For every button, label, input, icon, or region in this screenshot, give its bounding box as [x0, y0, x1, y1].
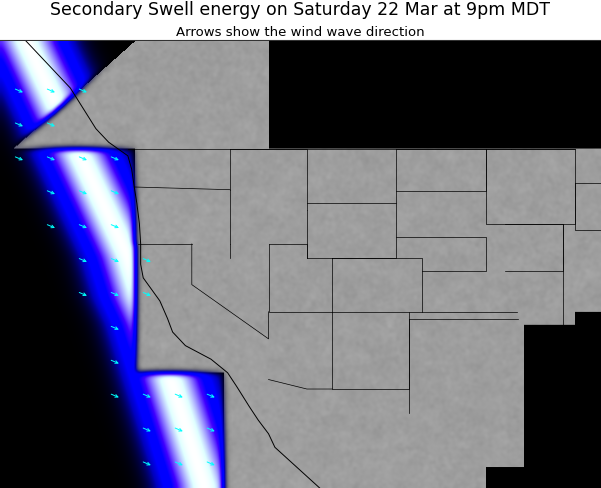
Text: Secondary Swell energy on Saturday 22 Mar at 9pm MDT: Secondary Swell energy on Saturday 22 Ma… [50, 1, 551, 20]
Text: Arrows show the wind wave direction: Arrows show the wind wave direction [176, 26, 425, 39]
